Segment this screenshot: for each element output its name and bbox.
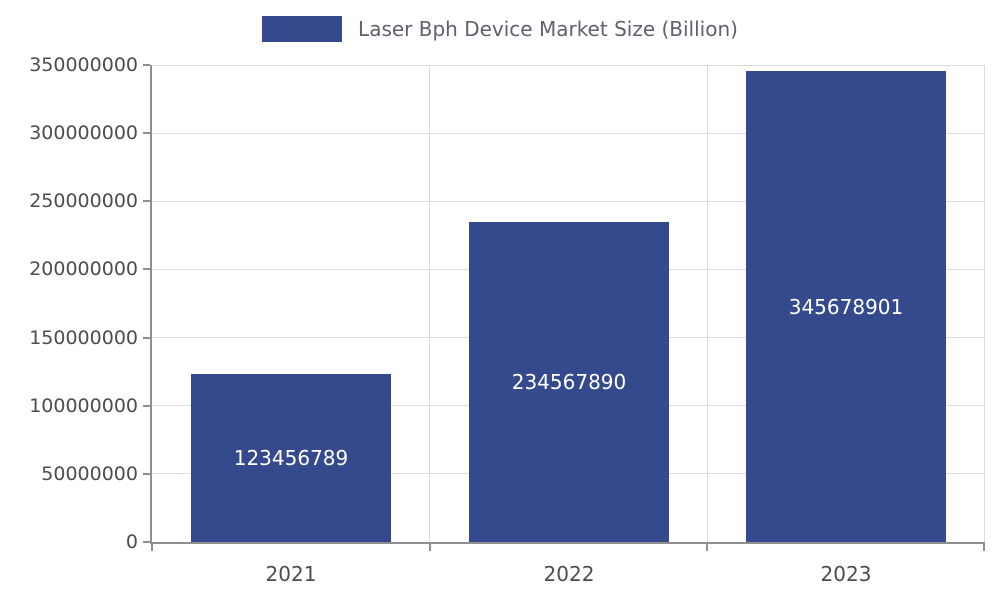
- y-axis-line: [150, 65, 152, 544]
- y-axis-tick: [143, 200, 150, 203]
- y-axis-tick: [143, 64, 150, 66]
- y-axis-tick: [143, 472, 150, 475]
- x-gridline: [983, 65, 985, 542]
- y-gridline: [152, 200, 985, 202]
- x-axis-tick: [706, 544, 709, 551]
- x-axis-tick: [983, 544, 985, 551]
- bar: [191, 374, 391, 542]
- x-axis-tick-label: 2023: [820, 562, 872, 586]
- y-axis-tick: [143, 541, 150, 543]
- bar-value-label: 345678901: [788, 295, 904, 319]
- y-axis-tick: [143, 404, 150, 407]
- bar: [746, 71, 946, 542]
- legend-label: Laser Bph Device Market Size (Billion): [358, 17, 738, 41]
- y-axis-tick-label: 250000000: [29, 190, 138, 213]
- chart-legend: Laser Bph Device Market Size (Billion): [0, 16, 1000, 42]
- y-axis-tick-label: 350000000: [29, 54, 138, 76]
- y-gridline: [152, 132, 985, 134]
- x-axis-tick: [151, 544, 153, 551]
- x-axis-tick: [428, 544, 431, 551]
- x-axis-tick-label: 2022: [543, 562, 595, 586]
- y-axis-tick: [143, 336, 150, 339]
- y-axis-tick-label: 100000000: [29, 394, 138, 417]
- y-axis-tick: [143, 132, 150, 135]
- bar-value-label: 234567890: [511, 370, 627, 394]
- y-axis-tick: [143, 268, 150, 271]
- y-gridline: [152, 64, 985, 66]
- x-gridline: [706, 65, 708, 542]
- y-axis-tick-label: 0: [125, 531, 138, 553]
- y-axis-tick-label: 200000000: [29, 258, 138, 281]
- y-axis-tick-label: 150000000: [29, 326, 138, 349]
- plot-area: 0 50000000 100000000 150000000 200000000 2500…: [29, 54, 985, 586]
- y-axis-tick-label: 300000000: [29, 122, 138, 145]
- x-axis-line: [150, 542, 985, 544]
- y-axis-tick-label: 50000000: [41, 462, 138, 485]
- x-axis-tick-label: 2021: [265, 562, 317, 586]
- x-gridline: [429, 65, 431, 542]
- bar: [469, 222, 669, 542]
- bar-value-label: 123456789: [233, 446, 349, 470]
- legend-swatch: [262, 16, 343, 42]
